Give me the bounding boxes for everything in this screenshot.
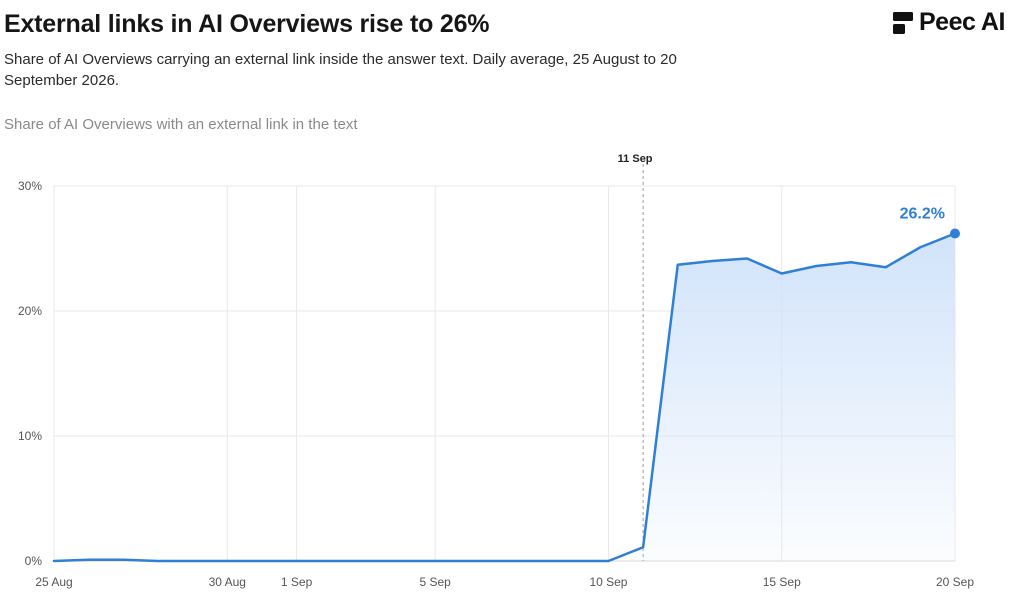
data-point (676, 263, 680, 267)
x-tick-label: 30 Aug (209, 575, 246, 589)
data-point (260, 559, 264, 563)
data-point (295, 559, 299, 563)
data-point (329, 559, 333, 563)
series-layer: 26.2% (52, 206, 960, 563)
brand-name: Peec AI (919, 8, 1005, 36)
data-point (780, 272, 784, 276)
data-point (710, 259, 714, 263)
x-tick-label: 1 Sep (281, 575, 313, 589)
data-point (884, 265, 888, 269)
data-point (156, 559, 160, 563)
x-tick-label: 5 Sep (420, 575, 452, 589)
data-point (191, 559, 195, 563)
y-tick-label: 30% (18, 179, 42, 193)
axis-layer: 0% 10% 20% 30% 25 Aug 30 Aug 1 Sep 5 Sep 10 Sep 1… (18, 179, 974, 589)
marker-layer: 11 Sep (618, 153, 653, 561)
end-point-dot (950, 228, 960, 239)
data-point (87, 558, 91, 562)
data-point (433, 559, 437, 563)
data-point (468, 559, 472, 563)
x-tick-label: 15 Sep (763, 575, 801, 589)
series-line (52, 232, 957, 563)
data-point (641, 545, 645, 549)
x-tick-label: 10 Sep (589, 575, 627, 589)
y-tick-label: 20% (18, 304, 42, 318)
y-tick-label: 10% (18, 429, 42, 443)
data-point (745, 257, 749, 261)
panel-label: Share of AI Overviews with an external l… (4, 116, 358, 133)
data-point (225, 559, 229, 563)
data-point (572, 559, 576, 563)
chart-subtitle: Share of AI Overviews carrying an extern… (4, 51, 677, 89)
area-chart: 0% 10% 20% 30% 25 Aug 30 Aug 1 Sep 5 Sep 10 Sep 1… (18, 153, 974, 589)
series-area-fill (54, 233, 955, 561)
x-tick-label: 20 Sep (936, 575, 974, 589)
y-tick-label: 0% (25, 554, 43, 568)
data-point (52, 559, 56, 563)
event-marker-label: 11 Sep (618, 153, 653, 165)
peec-logo-icon (893, 11, 913, 34)
data-point (503, 559, 507, 563)
end-value-label: 26.2% (900, 206, 945, 223)
x-tick-label: 25 Aug (35, 575, 72, 589)
data-point (606, 559, 610, 563)
data-point (814, 264, 818, 268)
data-point (918, 245, 922, 249)
data-point (849, 260, 853, 264)
data-point (399, 559, 403, 563)
brand-logo: Peec AI (893, 8, 1005, 37)
data-point (364, 559, 368, 563)
data-point (121, 558, 125, 562)
chart-title: External links in AI Overviews rise to 2… (4, 10, 490, 38)
data-point (537, 559, 541, 563)
